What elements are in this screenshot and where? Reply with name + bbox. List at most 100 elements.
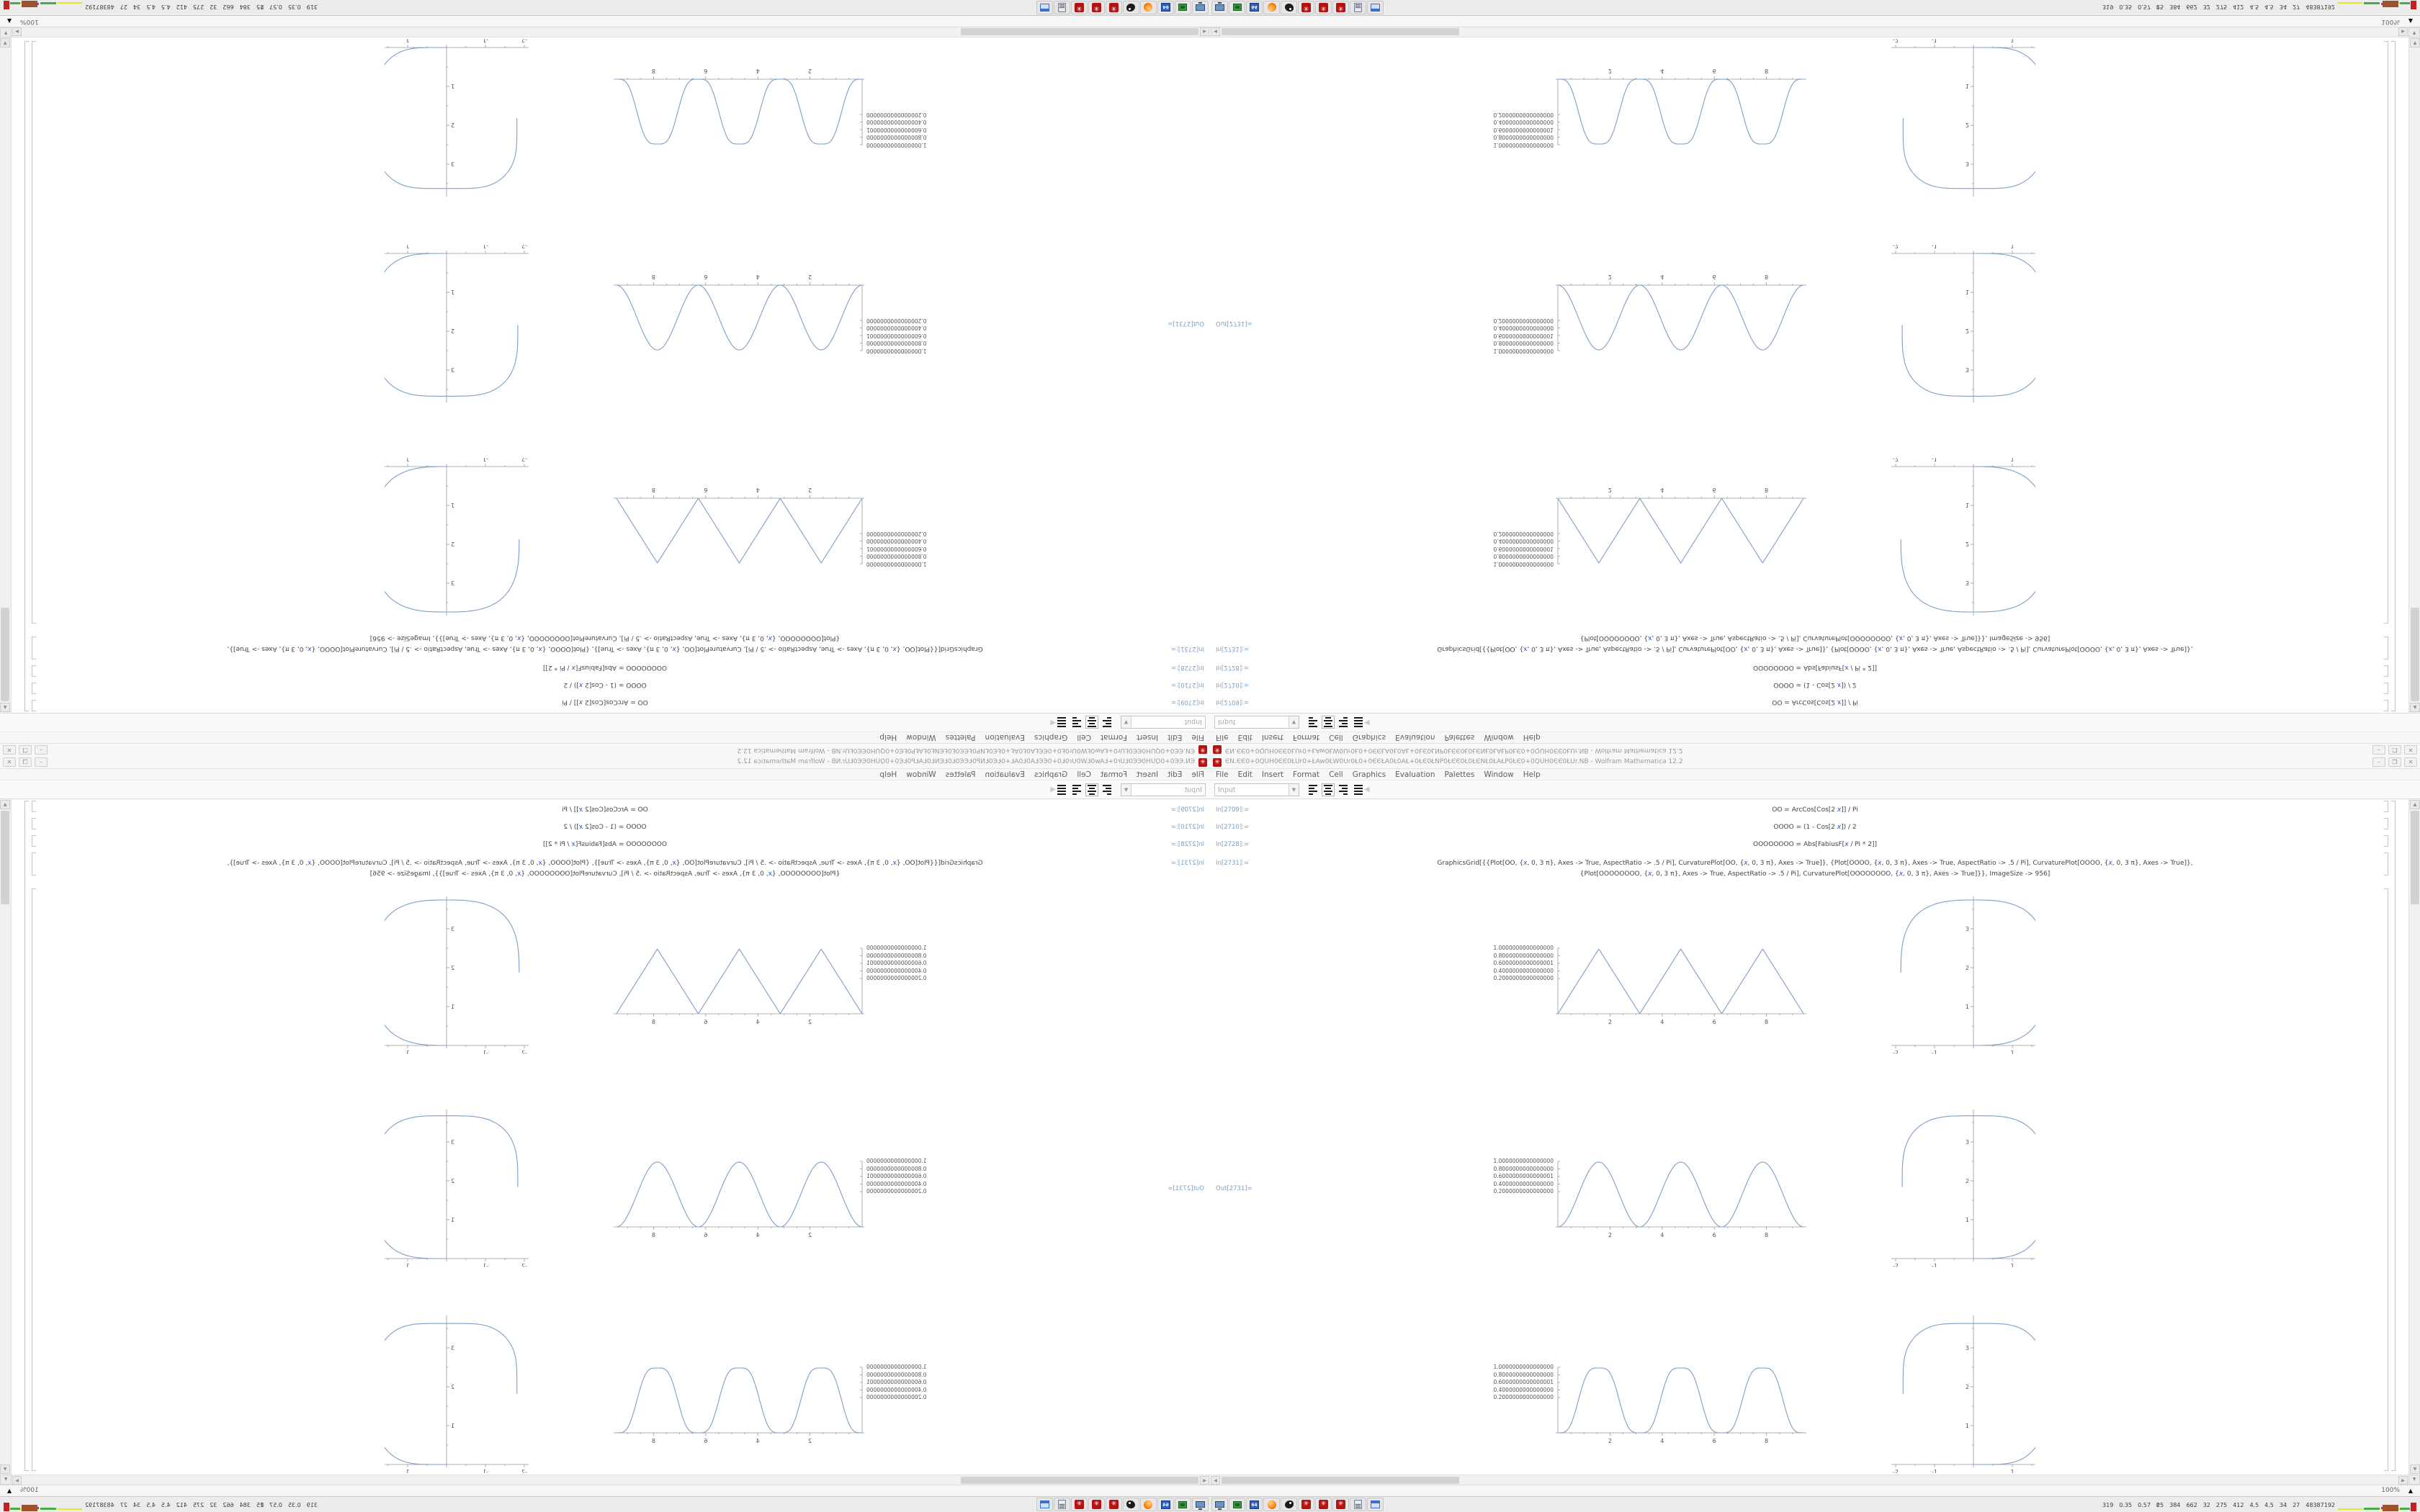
magnification-popup-icon[interactable]: ▲ [2408, 1488, 2413, 1494]
taskbar-app-firefox-icon[interactable] [1263, 1, 1280, 14]
menu-cell[interactable]: Cell [1329, 733, 1343, 742]
align-left-icon[interactable] [1101, 783, 1113, 796]
taskbar-app-mathematica-spikey-icon[interactable]: ✳ [1071, 1498, 1088, 1511]
align-right-icon[interactable] [1070, 783, 1083, 796]
input-cell-bracket[interactable] [2384, 835, 2388, 847]
menu-window[interactable]: Window [1484, 733, 1514, 742]
taskbar-app-desktop-monitor-icon[interactable] [1192, 1, 1209, 14]
menu-palettes[interactable]: Palettes [1444, 770, 1475, 779]
cell-style-dropdown[interactable]: Input ▼ [1121, 783, 1206, 796]
scroll-right-icon[interactable]: ▶ [2398, 1476, 2408, 1485]
input-cell-bracket[interactable] [2384, 683, 2388, 694]
menu-edit[interactable]: Edit [1168, 770, 1183, 779]
input-code-line[interactable]: OOOOOOOO = Abs[FabiusF[x / Pi * 2]] [543, 664, 667, 671]
taskbar-app-mathematica-spikey-icon[interactable]: ✳ [1298, 1498, 1314, 1511]
taskbar-app-calendar-64-icon[interactable]: 64 [1157, 1498, 1174, 1511]
horizontal-scrollbar[interactable]: ◀ ▶ [1210, 27, 2408, 37]
taskbar-app-calculator-icon[interactable] [1350, 1, 1366, 14]
chevron-down-icon[interactable]: ▼ [1121, 784, 1131, 796]
restore-button[interactable]: ❐ [2388, 745, 2401, 755]
input-cell-bracket[interactable] [32, 665, 36, 677]
menu-insert[interactable]: Insert [1261, 733, 1284, 742]
input-code-line[interactable]: OO = ArcCos[Cos[2 x]] / Pi [562, 698, 648, 706]
magnification-popup-icon[interactable]: ▲ [7, 18, 12, 24]
input-code-line[interactable]: OO = ArcCos[Cos[2 x]] / Pi [1772, 806, 1858, 814]
restore-button[interactable]: ❐ [2388, 757, 2401, 767]
taskbar-app-window-manager-icon[interactable] [1036, 1, 1053, 14]
horizontal-scrollbar[interactable]: ◀ ▶ [12, 1475, 1210, 1485]
input-code-line[interactable]: OOOO = (1 - Cos[2 x]) / 2 [1773, 824, 1857, 831]
scroll-up-icon[interactable]: ▲ [0, 800, 10, 809]
taskbar-app-mathematica-spikey-icon[interactable]: ✳ [1332, 1, 1349, 14]
minimize-button[interactable]: – [2372, 757, 2385, 767]
input-code-line[interactable]: {Plot[OOOOOOOO, {x, 0, 3 π}, Axes -> Tru… [369, 870, 841, 878]
menu-edit[interactable]: Edit [1168, 733, 1183, 742]
taskbar-app-window-manager-icon[interactable] [1036, 1498, 1053, 1511]
magnification-value[interactable]: 100% [2381, 1487, 2400, 1494]
chevron-down-icon[interactable]: ▼ [1121, 716, 1131, 728]
vertical-scrollbar[interactable]: ▲ ▼ [0, 37, 12, 713]
cell-style-dropdown[interactable]: Input ▼ [1214, 716, 1299, 729]
chevron-down-icon[interactable]: ▼ [1289, 784, 1299, 796]
scroll-left-icon[interactable]: ◀ [1211, 1476, 1220, 1485]
magnification-value[interactable]: 100% [20, 18, 39, 25]
menu-graphics[interactable]: Graphics [1352, 770, 1386, 779]
input-cell-bracket[interactable] [2384, 801, 2388, 812]
menu-help[interactable]: Help [879, 770, 897, 779]
horizontal-scrollbar-thumb[interactable] [961, 1477, 1198, 1484]
magnification-popup-icon[interactable]: ▲ [2408, 18, 2413, 24]
taskbar-app-mathematica-spikey-icon[interactable]: ✳ [1106, 1, 1122, 14]
titlebar[interactable]: ✳ ЄN.ЄЄ0+0QUH0ЄЄ0ŁUr0+ŁAw0ŁW0Ur0Ł0+0ЄЄŁA… [1210, 756, 2420, 769]
menu-window[interactable]: Window [906, 733, 936, 742]
output-cell-bracket[interactable] [2384, 888, 2388, 1471]
taskbar-app-window-manager-icon[interactable] [1367, 1, 1384, 14]
scroll-down-icon[interactable]: ▼ [2410, 38, 2420, 48]
cell-group-bracket[interactable] [24, 801, 29, 1471]
input-cell-bracket[interactable] [2384, 665, 2388, 677]
menu-help[interactable]: Help [1523, 770, 1541, 779]
input-code-line[interactable]: OOOO = (1 - Cos[2 x]) / 2 [563, 824, 647, 831]
input-cell-bracket[interactable] [32, 683, 36, 694]
taskbar-app-firefox-icon[interactable] [1140, 1498, 1157, 1511]
align-left-icon[interactable] [1307, 716, 1319, 729]
vertical-scrollbar[interactable]: ▲ ▼ [2408, 37, 2420, 713]
taskbar-app-calculator-icon[interactable] [1054, 1, 1070, 14]
taskbar-app-mathematica-spikey-icon[interactable]: ✳ [1106, 1498, 1122, 1511]
menu-help[interactable]: Help [1523, 733, 1541, 742]
cell-style-dropdown[interactable]: Input ▼ [1214, 783, 1299, 796]
input-code-line[interactable]: GraphicsGrid[{{Plot[OO, {x, 0, 3 π}, Axe… [227, 645, 983, 652]
minimize-button[interactable]: – [2372, 745, 2385, 755]
taskbar-app-removable-media-icon[interactable] [1175, 1498, 1191, 1511]
align-center-icon[interactable] [1085, 716, 1098, 729]
menu-evaluation[interactable]: Evaluation [985, 770, 1025, 779]
input-code-line[interactable]: GraphicsGrid[{{Plot[OO, {x, 0, 3 π}, Axe… [227, 860, 983, 867]
toolbar-collapse-icon[interactable]: ◀ [1364, 786, 1370, 793]
vertical-scrollbar[interactable]: ▲ ▼ [2408, 799, 2420, 1475]
align-center-icon[interactable] [1322, 783, 1335, 796]
menu-insert[interactable]: Insert [1261, 770, 1284, 779]
taskbar-app-calendar-64-icon[interactable]: 64 [1157, 1, 1174, 14]
input-cell-bracket[interactable] [32, 636, 36, 660]
input-cell-bracket[interactable] [32, 801, 36, 812]
titlebar[interactable]: ✳ ЄN.ЄЄ0+0QUH0ЄЄ0ŁUr0+ŁAw0ŁW0Ur0Ł0+0ЄЄŁA… [0, 756, 1210, 769]
scroll-up-icon[interactable]: ▲ [2410, 800, 2420, 809]
taskbar-app-removable-media-icon[interactable] [1229, 1, 1245, 14]
align-center-icon[interactable] [1085, 783, 1098, 796]
menu-cell[interactable]: Cell [1077, 733, 1091, 742]
taskbar-app-mathematica-spikey-icon[interactable]: ✳ [1315, 1, 1332, 14]
input-code-line[interactable]: OO = ArcCos[Cos[2 x]] / Pi [1772, 698, 1858, 706]
menu-evaluation[interactable]: Evaluation [1395, 770, 1435, 779]
menu-evaluation[interactable]: Evaluation [985, 733, 1025, 742]
toolbar-collapse-icon[interactable]: ◀ [1050, 719, 1056, 726]
taskbar-app-gimp-icon[interactable] [1123, 1, 1139, 14]
menu-graphics[interactable]: Graphics [1034, 733, 1068, 742]
minimize-button[interactable]: – [35, 757, 48, 767]
cell-group-bracket[interactable] [2391, 801, 2396, 1471]
scroll-right-icon[interactable]: ▶ [2398, 27, 2408, 36]
vertical-scrollbar-thumb[interactable] [1, 811, 9, 904]
menu-cell[interactable]: Cell [1077, 770, 1091, 779]
close-button[interactable]: ✕ [3, 757, 16, 767]
scroll-left-icon[interactable]: ◀ [1200, 1476, 1209, 1485]
menu-insert[interactable]: Insert [1136, 733, 1159, 742]
scroll-up-icon[interactable]: ▲ [2410, 703, 2420, 712]
